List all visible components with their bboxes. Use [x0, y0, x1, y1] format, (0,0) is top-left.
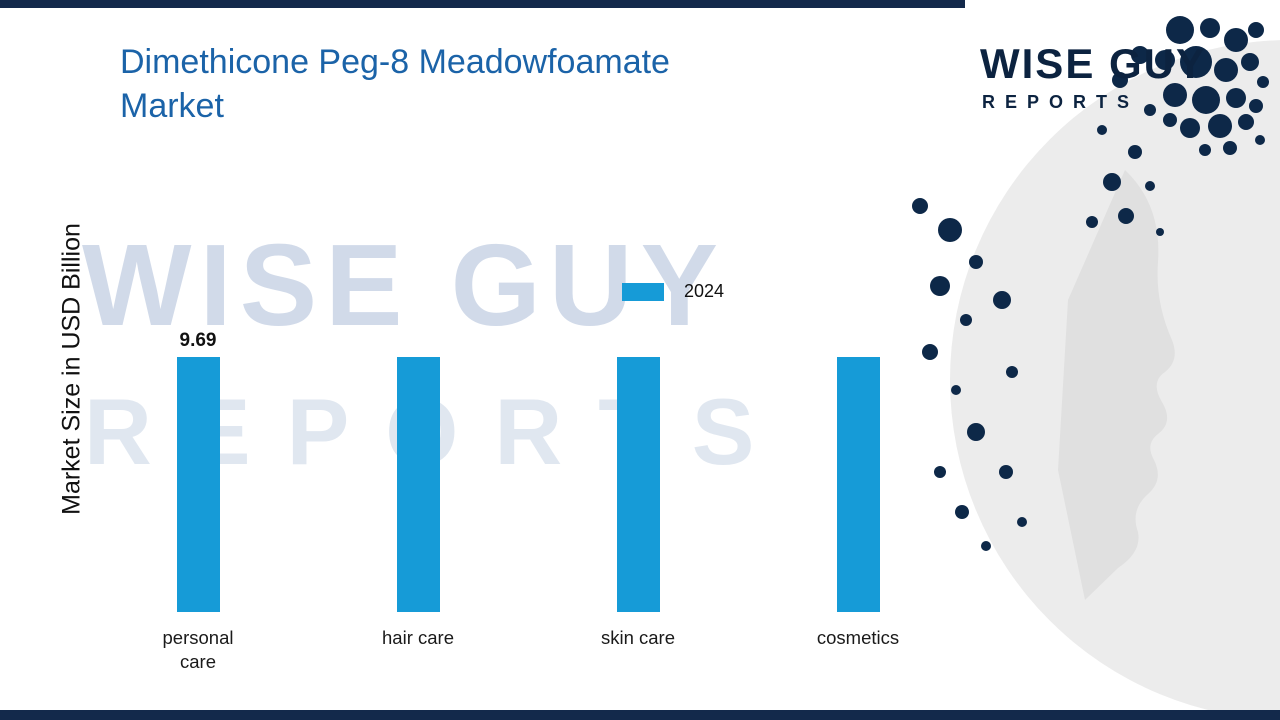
category-label-cell: personal care [88, 626, 308, 674]
legend-swatch [622, 282, 664, 301]
top-accent-bar [0, 0, 965, 8]
category-label: hair care [382, 627, 454, 648]
y-axis-label: Market Size in USD Billion [57, 223, 86, 515]
bar-value-label: 9.69 [179, 330, 217, 351]
category-label: personal care [162, 627, 234, 672]
background-circle [950, 40, 1280, 720]
page-title: Dimethicone Peg-8 Meadowfoamate Market [120, 43, 670, 125]
wiseguy-logo: WISE GUY REPORTS [980, 40, 1206, 113]
bar [836, 357, 880, 612]
chart-legend: 2024 [622, 281, 724, 302]
watermark-line1: WISE GUY [82, 220, 727, 350]
bar-group-cosmetics [748, 330, 968, 612]
bottom-accent-bar [0, 710, 1280, 720]
bar-group-skin-care [528, 330, 748, 612]
category-label-cell: skin care [528, 626, 748, 674]
legend-label: 2024 [684, 281, 725, 301]
logo-subtext: REPORTS [982, 92, 1140, 112]
category-label-cell: hair care [308, 626, 528, 674]
category-label: skin care [600, 627, 676, 648]
category-labels-row: personal care hair care skin care cosmetics [88, 626, 968, 674]
plot-area: 9.69 [88, 330, 968, 612]
bar-group-hair-care [308, 330, 528, 612]
category-label: cosmetics [816, 627, 900, 648]
bar [616, 357, 660, 612]
logo-text: WISE GUY [980, 40, 1207, 87]
bar [396, 357, 440, 612]
bar-group-personal-care: 9.69 [88, 330, 308, 612]
bar [176, 357, 220, 612]
category-label-cell: cosmetics [748, 626, 968, 674]
